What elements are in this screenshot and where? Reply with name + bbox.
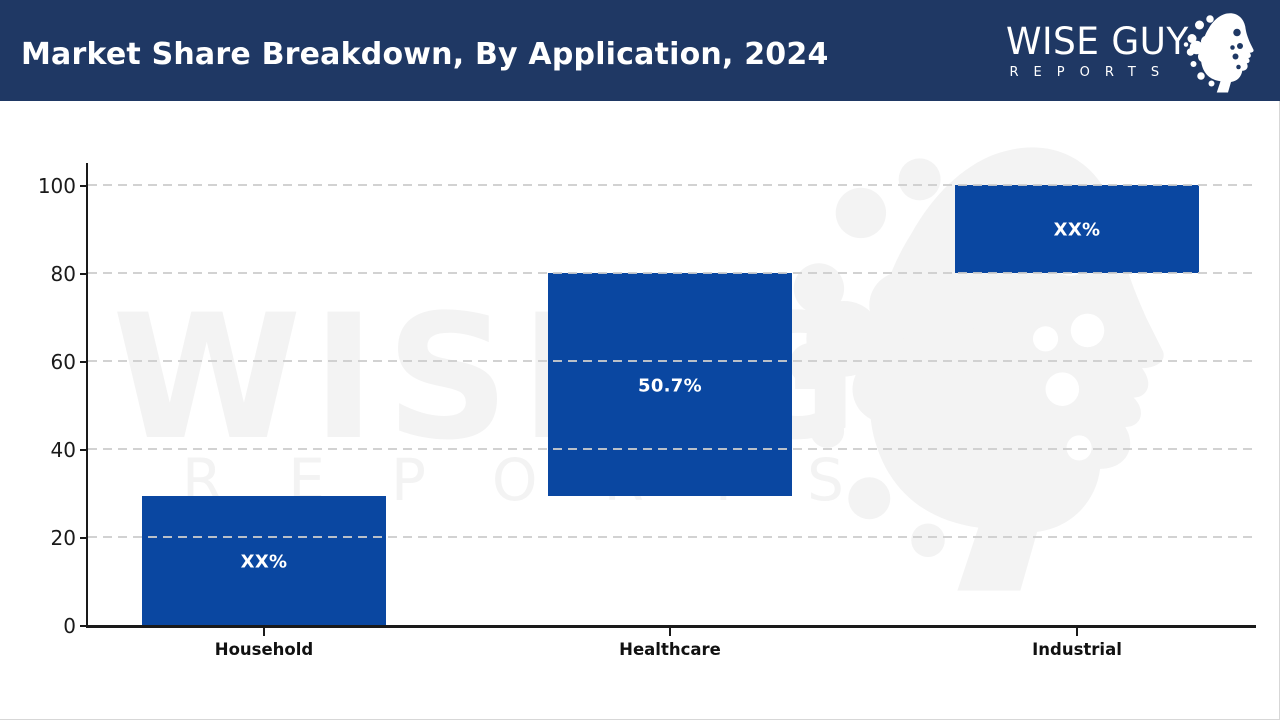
gridline-100 (88, 184, 1253, 186)
x-tick-label-healthcare: Healthcare (619, 640, 721, 659)
y-tick-label-20: 20 (50, 526, 76, 550)
gridline-40 (88, 448, 1253, 450)
bar-household (142, 496, 386, 625)
x-tick-mark-household (263, 628, 265, 636)
bar-industrial (955, 185, 1199, 273)
gridline-20 (88, 536, 1253, 538)
gridline-60 (88, 360, 1253, 362)
bar-healthcare (548, 273, 792, 497)
wiseguy-logo: WISE GUY REPORTS (1006, 10, 1258, 94)
y-tick-mark-0 (80, 625, 87, 627)
x-tick-label-household: Household (214, 640, 314, 659)
logo-brand-subtitle: REPORTS (1009, 65, 1175, 80)
y-axis-spine (86, 163, 88, 628)
bar-value-label-household: XX% (240, 551, 288, 573)
wiseguy-face-icon (1183, 12, 1254, 93)
chart-area: WISE GUY REPORTS (0, 101, 1280, 720)
y-tick-label-80: 80 (50, 262, 76, 286)
y-tick-label-40: 40 (50, 438, 76, 462)
y-tick-label-60: 60 (50, 350, 76, 374)
y-tick-mark-100 (80, 185, 87, 187)
logo-brand-name: WISE GUY (1005, 20, 1189, 63)
page-title: Market Share Breakdown, By Application, … (21, 37, 829, 72)
bar-labels-layer: XX% 50.7% XX% (0, 101, 1280, 720)
gridline-80 (88, 272, 1253, 274)
y-tick-label-100: 100 (37, 174, 76, 198)
x-axis-spine (86, 625, 1256, 628)
y-tick-mark-60 (80, 361, 87, 363)
x-tick-mark-industrial (1076, 628, 1078, 636)
wiseguy-logo-text: WISE GUY REPORTS (1006, 23, 1194, 80)
gridlines-layer (0, 101, 1280, 720)
bars-layer (0, 101, 1280, 720)
y-tick-label-0: 0 (63, 614, 76, 638)
x-tick-mark-healthcare (669, 628, 671, 636)
header: Market Share Breakdown, By Application, … (0, 0, 1280, 101)
bar-value-label-healthcare: 50.7% (638, 375, 702, 397)
x-tick-label-industrial: Industrial (1032, 640, 1122, 659)
y-tick-mark-20 (80, 537, 87, 539)
y-tick-mark-40 (80, 449, 87, 451)
axes-layer: 0 20 40 60 80 100 Household Healthcare Industria… (0, 101, 1280, 720)
y-tick-mark-80 (80, 273, 87, 275)
bar-value-label-industrial: XX% (1053, 219, 1101, 241)
